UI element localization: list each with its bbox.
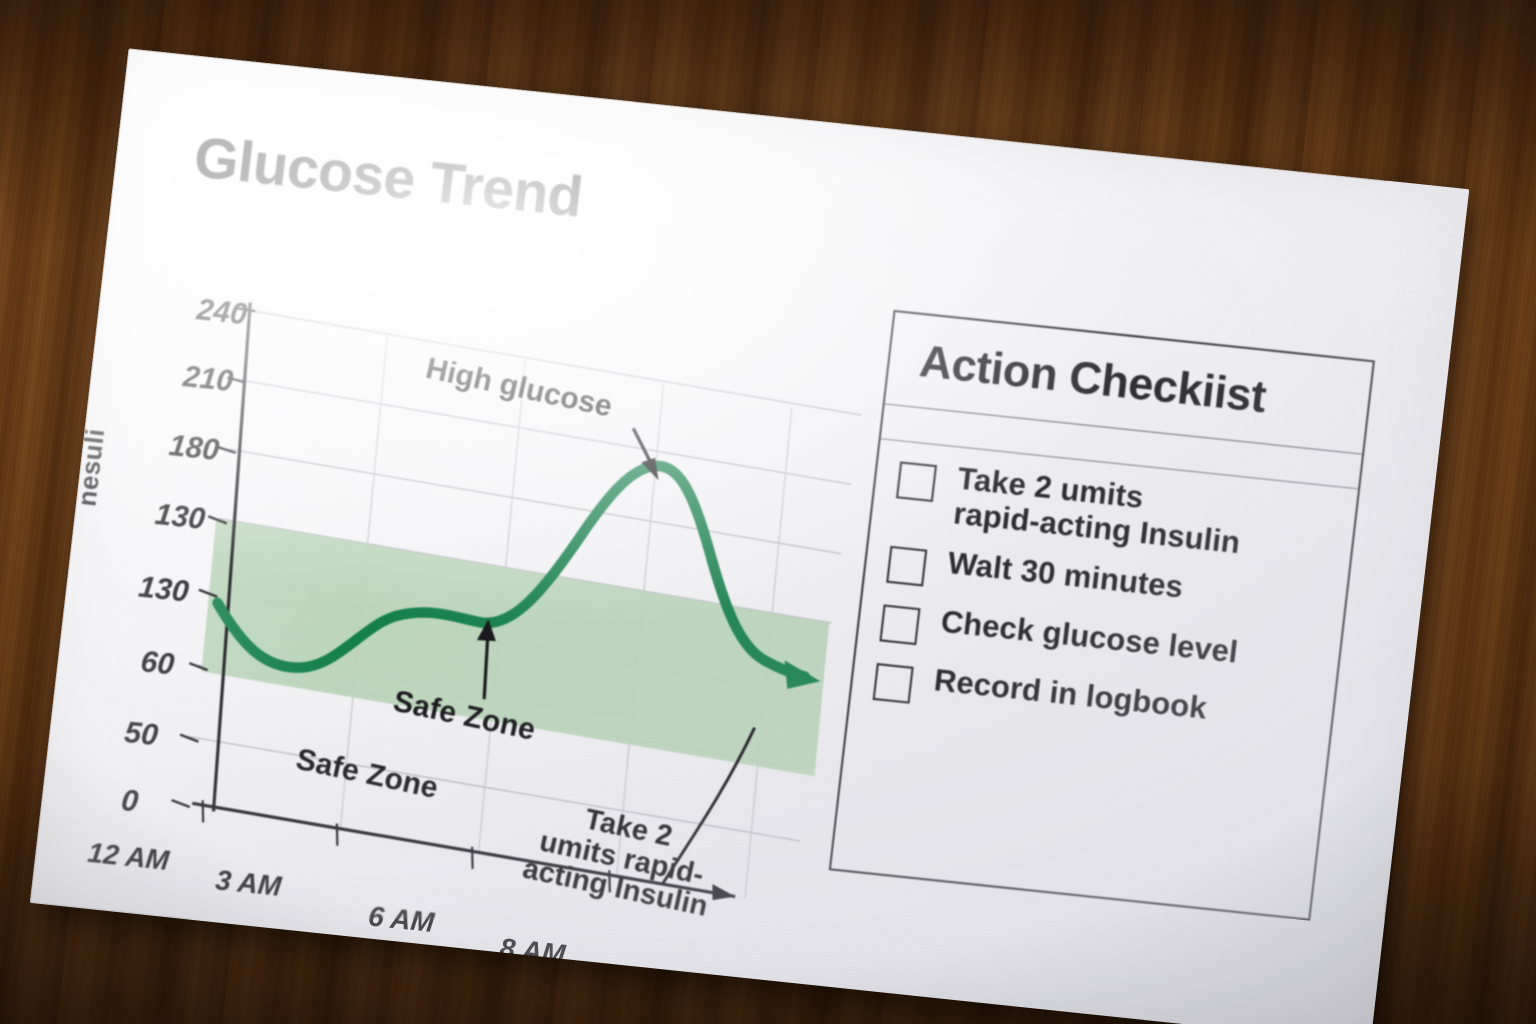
checkbox-icon[interactable] — [872, 663, 914, 705]
x-tick-label-6am: 6 AM — [366, 900, 436, 939]
glucose-chart: nesuli 240 210 180 130 130 60 50 0 12 AM… — [37, 188, 899, 970]
checklist-title: Action Checkiist — [917, 335, 1269, 423]
y-tick-label-60: 60 — [138, 645, 176, 682]
checkbox-icon[interactable] — [886, 546, 928, 587]
y-tick-label-130-upper: 130 — [153, 497, 207, 536]
checkbox-icon[interactable] — [879, 604, 921, 646]
chart-svg — [171, 302, 862, 901]
y-tick-label-0: 0 — [119, 783, 140, 819]
action-checklist-panel: Action Checkiist Take 2 umits rapid-acti… — [828, 309, 1375, 921]
checklist-item-label: Take 2 umits rapid-acting Insulin — [952, 461, 1246, 561]
y-tick-label-240: 240 — [195, 293, 249, 332]
y-tick-label-130-lower: 130 — [136, 570, 191, 609]
checklist-items: Take 2 umits rapid-acting Insulin Walt 3… — [851, 439, 1358, 748]
paper-card: Glucose Trend nesuli 240 210 180 130 130… — [29, 48, 1477, 1024]
checklist-item-label: Walt 30 minutes — [945, 545, 1185, 605]
checkbox-icon[interactable] — [895, 461, 938, 503]
card-content: Glucose Trend nesuli 240 210 180 130 130… — [30, 48, 1469, 1024]
y-tick-label-210: 210 — [181, 360, 235, 399]
checklist-item-label: Record in logbook — [932, 662, 1209, 727]
card-surface: Glucose Trend nesuli 240 210 180 130 130… — [29, 48, 1470, 1024]
y-tick-label-180: 180 — [167, 428, 221, 468]
x-tick-label-3am: 3 AM — [213, 864, 283, 902]
y-tick-label-50: 50 — [122, 715, 160, 753]
